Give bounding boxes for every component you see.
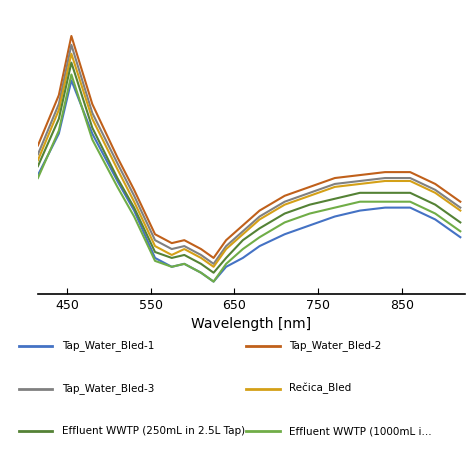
Text: Rečica_Bled: Rečica_Bled xyxy=(289,383,351,394)
Text: Effluent WWTP (1000mL i...: Effluent WWTP (1000mL i... xyxy=(289,426,432,437)
Text: Tap_Water_Bled-3: Tap_Water_Bled-3 xyxy=(62,383,154,394)
Text: Effluent WWTP (250mL in 2.5L Tap): Effluent WWTP (250mL in 2.5L Tap) xyxy=(62,426,245,437)
X-axis label: Wavelength [nm]: Wavelength [nm] xyxy=(191,317,311,331)
Text: Tap_Water_Bled-2: Tap_Water_Bled-2 xyxy=(289,340,382,352)
Text: Tap_Water_Bled-1: Tap_Water_Bled-1 xyxy=(62,340,154,352)
